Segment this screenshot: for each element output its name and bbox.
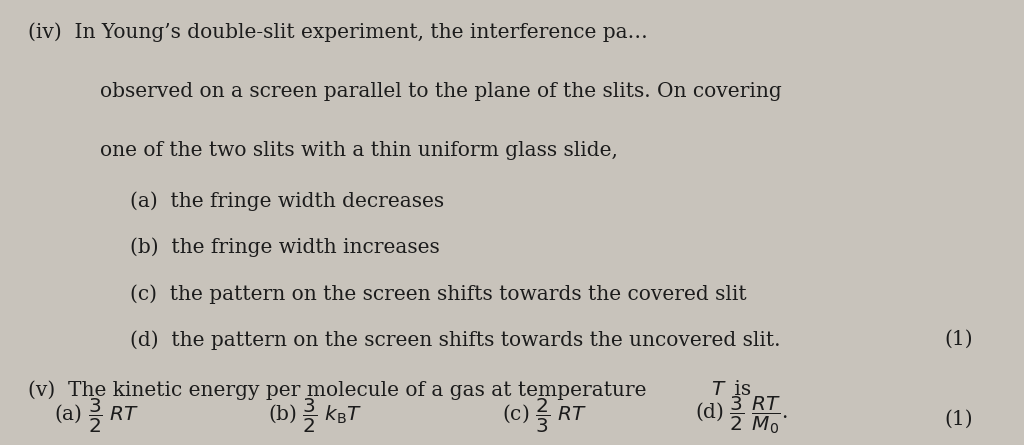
Text: (d)  the pattern on the screen shifts towards the uncovered slit.: (d) the pattern on the screen shifts tow… xyxy=(130,330,780,350)
Text: $T$: $T$ xyxy=(711,380,726,400)
Text: (1): (1) xyxy=(945,330,974,349)
Text: (c)  the pattern on the screen shifts towards the covered slit: (c) the pattern on the screen shifts tow… xyxy=(130,284,746,303)
Text: (a)  the fringe width decreases: (a) the fringe width decreases xyxy=(130,192,444,211)
Text: is: is xyxy=(728,380,751,400)
Text: (iv)  In Young’s double-slit experiment, the interference pa…: (iv) In Young’s double-slit experiment, … xyxy=(29,23,648,42)
Text: (b)  the fringe width increases: (b) the fringe width increases xyxy=(130,238,440,257)
Text: (a) $\dfrac{3}{2}$ $RT$: (a) $\dfrac{3}{2}$ $RT$ xyxy=(53,396,139,435)
Text: (d) $\dfrac{3}{2}$ $\dfrac{RT}{M_0}$.: (d) $\dfrac{3}{2}$ $\dfrac{RT}{M_0}$. xyxy=(695,395,787,437)
Text: (v)  The kinetic energy per molecule of a gas at temperature: (v) The kinetic energy per molecule of a… xyxy=(29,380,653,400)
Text: (1): (1) xyxy=(945,410,974,429)
Text: one of the two slits with a thin uniform glass slide,: one of the two slits with a thin uniform… xyxy=(99,141,617,160)
Text: (b) $\dfrac{3}{2}$ $k_{\rm B}T$: (b) $\dfrac{3}{2}$ $k_{\rm B}T$ xyxy=(267,396,361,435)
Text: (c) $\dfrac{2}{3}$ $RT$: (c) $\dfrac{2}{3}$ $RT$ xyxy=(502,396,587,435)
Text: observed on a screen parallel to the plane of the slits. On covering: observed on a screen parallel to the pla… xyxy=(99,82,781,101)
